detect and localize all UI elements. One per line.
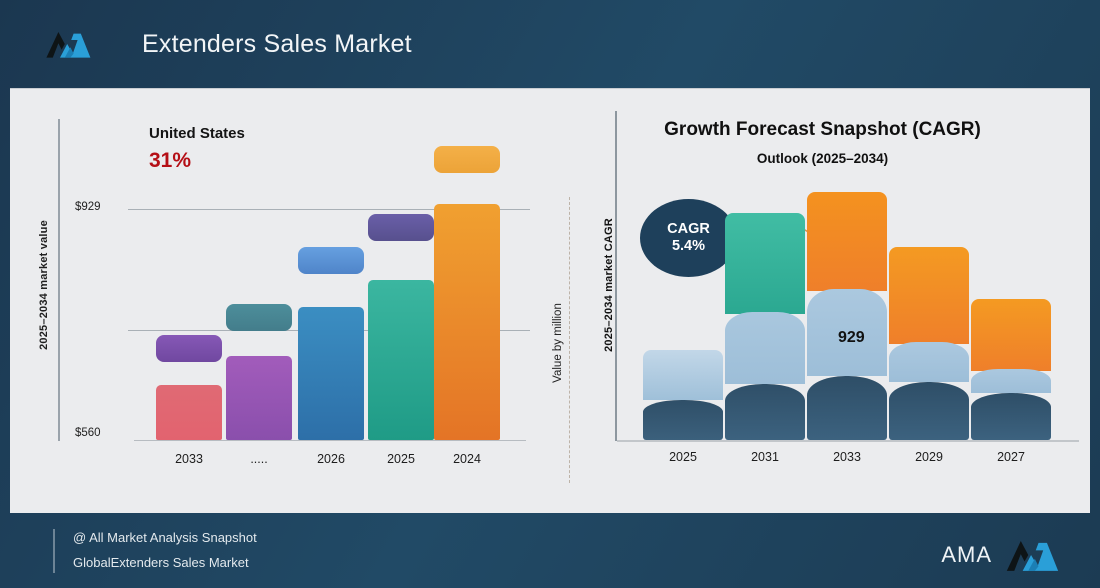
right-y-axis-line bbox=[615, 111, 617, 441]
ama-mountain-logo-icon bbox=[46, 32, 91, 58]
content-panel: 2025–2034 market value United States 31%… bbox=[10, 88, 1090, 513]
xlabel-r-2025: 2025 bbox=[669, 450, 697, 464]
region-percent: 31% bbox=[149, 149, 192, 172]
bar-cap-2025 bbox=[368, 214, 434, 241]
right-chart-subtitle: Outlook (2025–2034) bbox=[756, 151, 889, 166]
xlabel-2024: 2024 bbox=[453, 452, 481, 466]
segment-middle-2029 bbox=[889, 342, 969, 382]
segment-top-2029 bbox=[889, 247, 969, 344]
bar-group-ellipsis[interactable] bbox=[226, 304, 292, 440]
right-baseline bbox=[617, 440, 1079, 442]
stacked-bar-2025[interactable] bbox=[643, 350, 723, 440]
cagr-badge-label: CAGR bbox=[667, 221, 710, 238]
xlabel-r-2031: 2031 bbox=[751, 450, 779, 464]
footer-accent-rule bbox=[53, 528, 55, 573]
segment-base-2025 bbox=[643, 400, 723, 440]
xlabel-r-2033: 2033 bbox=[833, 450, 861, 464]
left-tick-bottom: $560 bbox=[75, 427, 101, 439]
footer-line-2: GlobalExtenders Sales Market bbox=[73, 554, 249, 570]
ama-mountain-logo-icon bbox=[1006, 541, 1059, 571]
right-chart-title: Growth Forecast Snapshot (CAGR) bbox=[664, 119, 981, 140]
value-label-929: 929 bbox=[838, 329, 865, 346]
page-title: Extenders Sales Market bbox=[142, 29, 412, 58]
region-label: United States bbox=[149, 125, 245, 142]
footer-line-1: @ All Market Analysis Snapshot bbox=[73, 530, 257, 546]
bar-group-2025[interactable] bbox=[368, 214, 434, 440]
bar-group-2026[interactable] bbox=[298, 247, 364, 440]
left-y-axis-line bbox=[58, 119, 60, 441]
footer-brand-word: AMA bbox=[941, 542, 992, 567]
left-tick-top: $929 bbox=[75, 201, 101, 213]
left-x-axis-labels: 2033 ..... 2026 2025 2024 bbox=[10, 89, 555, 513]
xlabel-2033: 2033 bbox=[175, 452, 203, 466]
bar-main-ellipsis bbox=[226, 356, 292, 440]
cagr-badge: CAGR 5.4% bbox=[640, 199, 737, 277]
xlabel-r-2027: 2027 bbox=[997, 450, 1025, 464]
right-y-axis-label: 2025–2034 market CAGR bbox=[603, 218, 615, 352]
gridline-top bbox=[128, 209, 530, 210]
bar-cap-2024 bbox=[434, 146, 500, 173]
stacked-bar-2029[interactable] bbox=[889, 247, 969, 440]
stacked-bar-2027[interactable] bbox=[971, 299, 1051, 440]
segment-middle-2027 bbox=[971, 369, 1051, 393]
segment-top-2027 bbox=[971, 299, 1051, 371]
footer-brand: AMA bbox=[941, 535, 1060, 575]
xlabel-2026: 2026 bbox=[317, 452, 345, 466]
segment-middle-2031 bbox=[725, 312, 805, 384]
segment-top-2031 bbox=[725, 213, 805, 314]
bar-group-2033[interactable] bbox=[156, 335, 222, 440]
xlabel-2025: 2025 bbox=[387, 452, 415, 466]
right-chart: 2025–2034 market CAGR Growth Forecast Sn… bbox=[555, 89, 1090, 513]
bar-main-2024 bbox=[434, 204, 500, 440]
left-chart: 2025–2034 market value United States 31%… bbox=[10, 89, 564, 513]
bar-main-2026 bbox=[298, 307, 364, 440]
bar-main-2033 bbox=[156, 385, 222, 440]
panel-divider bbox=[569, 197, 570, 483]
footer-text-block: @ All Market Analysis Snapshot GlobalExt… bbox=[73, 526, 257, 574]
header-bar: Extenders Sales Market bbox=[0, 0, 1100, 88]
cagr-badge-value: 5.4% bbox=[671, 238, 706, 254]
bar-main-2025 bbox=[368, 280, 434, 440]
segment-base-2033 bbox=[807, 376, 887, 440]
bar-group-2024[interactable] bbox=[434, 146, 500, 440]
left-bar-group bbox=[10, 89, 555, 513]
bar-cap-ellipsis bbox=[226, 304, 292, 331]
xlabel-r-2029: 2029 bbox=[915, 450, 943, 464]
bar-cap-2026 bbox=[298, 247, 364, 274]
segment-top-2025 bbox=[643, 350, 723, 400]
xlabel-ellipsis: ..... bbox=[250, 452, 268, 466]
bar-cap-2033 bbox=[156, 335, 222, 362]
segment-base-2027 bbox=[971, 393, 1051, 440]
footer-bar: @ All Market Analysis Snapshot GlobalExt… bbox=[0, 513, 1100, 588]
segment-top-2033 bbox=[807, 192, 887, 291]
segment-base-2029 bbox=[889, 382, 969, 440]
segment-base-2031 bbox=[725, 384, 805, 440]
stacked-bar-2033[interactable] bbox=[807, 192, 887, 440]
left-baseline bbox=[134, 440, 526, 441]
segment-middle-2033 bbox=[807, 289, 887, 376]
stacked-bar-2031[interactable] bbox=[725, 213, 805, 440]
